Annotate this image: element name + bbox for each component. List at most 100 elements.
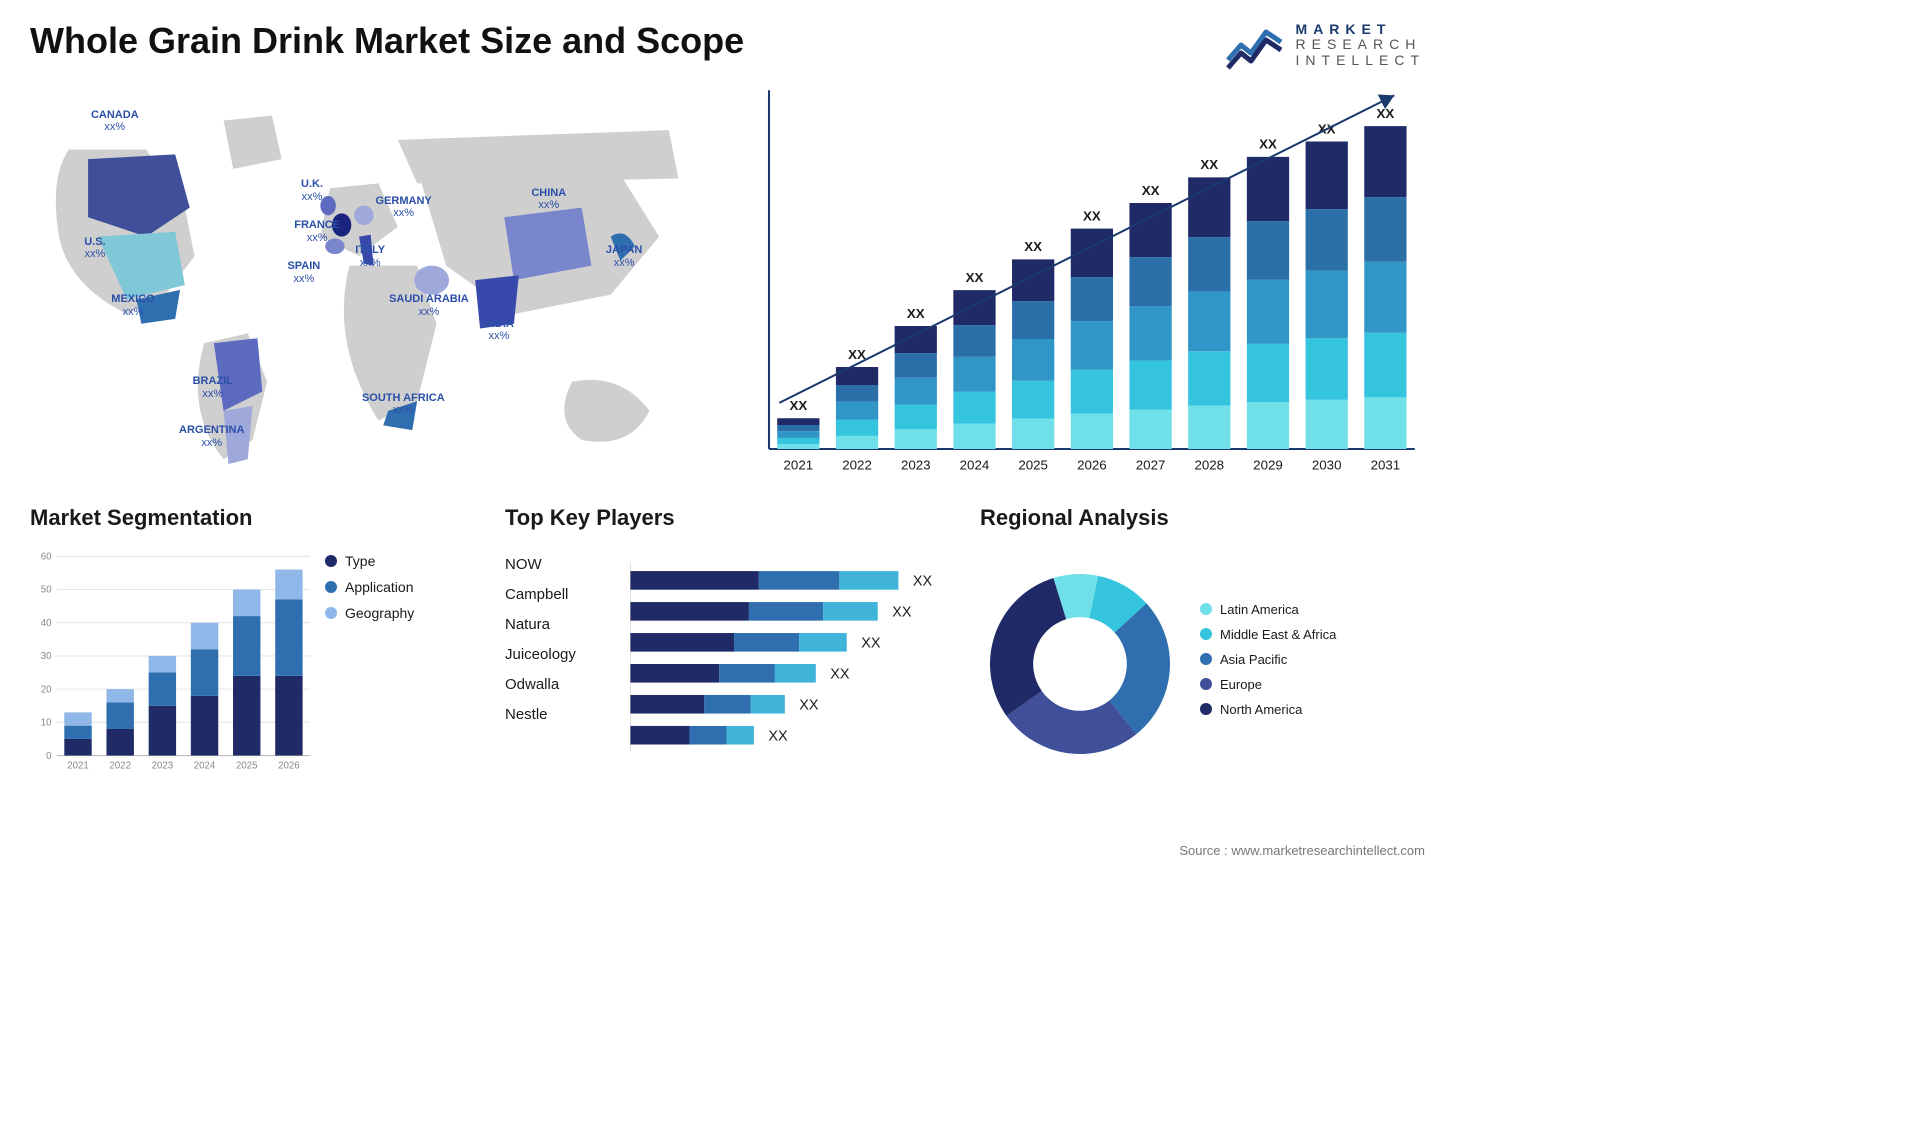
map-label-argentina: ARGENTINAxx% — [179, 424, 244, 449]
svg-text:XX: XX — [789, 398, 807, 413]
map-label-canada: CANADAxx% — [91, 109, 139, 134]
svg-text:2023: 2023 — [152, 760, 174, 771]
legend-label: Asia Pacific — [1220, 652, 1287, 667]
svg-text:XX: XX — [1024, 239, 1042, 254]
svg-text:2028: 2028 — [1194, 458, 1224, 473]
player-name-now: NOW — [505, 549, 615, 579]
map-label-u-k-: U.K.xx% — [301, 178, 323, 203]
svg-text:XX: XX — [1259, 137, 1277, 152]
map-label-saudi-arabia: SAUDI ARABIAxx% — [389, 293, 469, 318]
svg-text:XX: XX — [913, 574, 933, 590]
logo-line2: RESEARCH — [1296, 37, 1425, 52]
logo-text: MARKET RESEARCH INTELLECT — [1296, 22, 1425, 68]
map-label-germany: GERMANYxx% — [376, 195, 432, 220]
legend-dot — [1200, 628, 1212, 640]
svg-text:2026: 2026 — [1077, 458, 1107, 473]
player-name-juiceology: Juiceology — [505, 639, 615, 669]
svg-text:50: 50 — [41, 585, 52, 596]
svg-text:2021: 2021 — [67, 760, 89, 771]
map-label-japan: JAPANxx% — [606, 244, 642, 269]
region-legend-europe: Europe — [1200, 677, 1425, 692]
header: Whole Grain Drink Market Size and Scope … — [30, 20, 1425, 70]
seg-legend-application: Application — [325, 579, 475, 595]
region-legend-asia-pacific: Asia Pacific — [1200, 652, 1425, 667]
players-title: Top Key Players — [505, 505, 950, 531]
map-label-india: INDIAxx% — [484, 318, 514, 343]
map-label-china: CHINAxx% — [531, 187, 566, 212]
legend-dot — [1200, 653, 1212, 665]
legend-label: Application — [345, 579, 414, 595]
svg-text:XX: XX — [861, 635, 881, 651]
svg-text:2027: 2027 — [1135, 458, 1165, 473]
svg-text:XX: XX — [906, 306, 924, 321]
svg-text:2024: 2024 — [959, 458, 989, 473]
svg-text:XX: XX — [768, 728, 788, 744]
player-bars: XXXXXXXXXXXX — [630, 543, 950, 785]
regional-panel: Regional Analysis Latin America Middle Ea… — [980, 505, 1425, 785]
legend-dot — [325, 581, 337, 593]
svg-text:60: 60 — [41, 552, 52, 563]
player-names: NOWCampbellNaturaJuiceologyOdwallaNestle — [505, 543, 615, 785]
segmentation-panel: Market Segmentation 0 10 20 30 40 50 60 2021 202… — [30, 505, 475, 785]
svg-text:XX: XX — [965, 270, 983, 285]
svg-text:2022: 2022 — [109, 760, 131, 771]
legend-dot — [1200, 703, 1212, 715]
brand-logo: MARKET RESEARCH INTELLECT — [1226, 20, 1425, 70]
svg-text:20: 20 — [41, 684, 52, 695]
page-title: Whole Grain Drink Market Size and Scope — [30, 20, 744, 62]
map-label-south-africa: SOUTH AFRICAxx% — [362, 392, 445, 417]
regional-title: Regional Analysis — [980, 505, 1425, 531]
svg-text:10: 10 — [41, 718, 52, 729]
players-panel: Top Key Players NOWCampbellNaturaJuiceol… — [505, 505, 950, 785]
world-map — [30, 80, 708, 490]
svg-text:2023: 2023 — [900, 458, 930, 473]
svg-text:30: 30 — [41, 651, 52, 662]
region-legend-middle-east-africa: Middle East & Africa — [1200, 627, 1425, 642]
map-label-spain: SPAINxx% — [287, 260, 320, 285]
segmentation-title: Market Segmentation — [30, 505, 475, 531]
legend-dot — [325, 555, 337, 567]
map-label-italy: ITALYxx% — [355, 244, 385, 269]
seg-legend-geography: Geography — [325, 605, 475, 621]
svg-text:XX: XX — [1141, 183, 1159, 198]
legend-label: Latin America — [1220, 602, 1299, 617]
svg-text:XX: XX — [830, 666, 850, 682]
logo-icon — [1226, 20, 1286, 70]
svg-text:2025: 2025 — [236, 760, 258, 771]
forecast-chart: XX 2021 XX 2022 XX 2023 XX 2024 XX 2025 XX 2026 XX 20… — [748, 80, 1426, 490]
logo-line3: INTELLECT — [1296, 53, 1425, 68]
segmentation-legend: Type Application Geography — [325, 543, 475, 785]
legend-dot — [1200, 678, 1212, 690]
svg-text:XX: XX — [799, 697, 819, 713]
regional-legend: Latin America Middle East & Africa Asia Pa… — [1200, 602, 1425, 727]
map-label-france: FRANCExx% — [294, 219, 340, 244]
forecast-svg: XX 2021 XX 2022 XX 2023 XX 2024 XX 2025 XX 2026 XX 20… — [748, 80, 1426, 490]
map-label-u-s-: U.S.xx% — [84, 236, 105, 261]
logo-line1: MARKET — [1296, 22, 1425, 37]
legend-label: Europe — [1220, 677, 1262, 692]
map-label-brazil: BRAZILxx% — [193, 375, 233, 400]
legend-dot — [325, 607, 337, 619]
regional-donut — [980, 564, 1180, 764]
source-attribution: Source : www.marketresearchintellect.com — [1179, 843, 1425, 858]
segmentation-chart: 0102030405060202120222023202420252026 — [30, 543, 310, 785]
legend-label: Geography — [345, 605, 414, 621]
legend-label: Type — [345, 553, 375, 569]
svg-text:XX: XX — [848, 347, 866, 362]
svg-text:2026: 2026 — [278, 760, 300, 771]
seg-legend-type: Type — [325, 553, 475, 569]
legend-dot — [1200, 603, 1212, 615]
svg-text:40: 40 — [41, 618, 52, 629]
region-legend-north-america: North America — [1200, 702, 1425, 717]
svg-text:2025: 2025 — [1018, 458, 1048, 473]
legend-label: Middle East & Africa — [1220, 627, 1336, 642]
svg-text:2022: 2022 — [842, 458, 872, 473]
svg-text:0: 0 — [46, 751, 52, 762]
player-name-campbell: Campbell — [505, 579, 615, 609]
map-label-mexico: MEXICOxx% — [111, 293, 154, 318]
region-legend-latin-america: Latin America — [1200, 602, 1425, 617]
legend-label: North America — [1220, 702, 1302, 717]
player-name-nestle: Nestle — [505, 699, 615, 729]
svg-text:2021: 2021 — [783, 458, 813, 473]
svg-text:XX: XX — [1082, 208, 1100, 223]
